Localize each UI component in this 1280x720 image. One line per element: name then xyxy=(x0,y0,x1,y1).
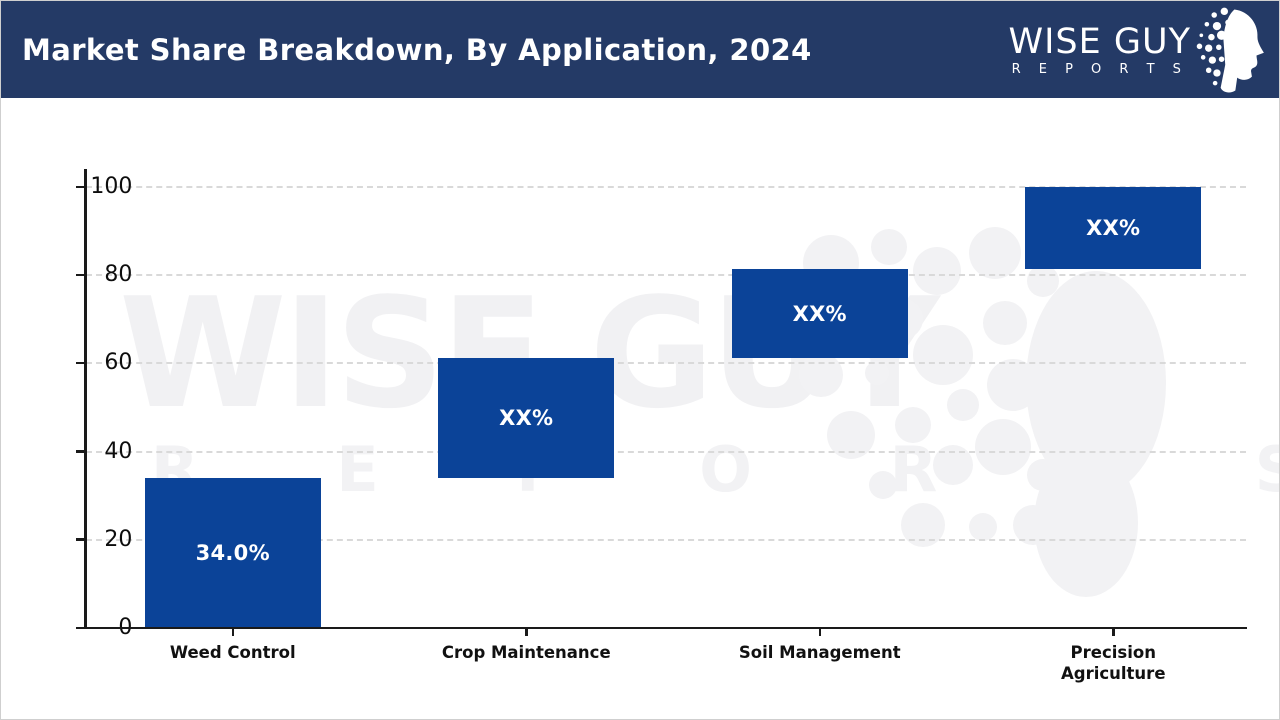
bar-value-label-soil-management: XX% xyxy=(792,301,847,326)
logo-text: WISE GUY R E P O R T S xyxy=(1008,23,1191,77)
bar-crop-maintenance: XX% xyxy=(438,358,615,479)
y-tick-mark-60 xyxy=(76,361,86,365)
logo-wordmark: WISE GUY xyxy=(1008,21,1191,62)
page-title: Market Share Breakdown, By Application, … xyxy=(22,32,812,67)
y-tick-label-100: 100 xyxy=(90,174,133,199)
logo-subtitle: R E P O R T S xyxy=(1011,61,1188,77)
header-bar: Market Share Breakdown, By Application, … xyxy=(1,1,1279,98)
x-category-label-weed-control: Weed Control xyxy=(169,643,296,662)
logo-head-profile-icon xyxy=(1196,7,1264,92)
bar-weed-control: 34.0% xyxy=(144,478,321,628)
x-tick-mark-precision-agriculture xyxy=(1112,628,1115,636)
gridline-80 xyxy=(86,274,1246,277)
bar-value-label-weed-control: 34.0% xyxy=(195,541,270,566)
x-category-label-crop-maintenance: Crop Maintenance xyxy=(441,643,611,662)
bar-value-label-precision-agriculture: XX% xyxy=(1086,216,1141,241)
x-tick-mark-weed-control xyxy=(231,628,235,636)
y-tick-label-40: 40 xyxy=(104,438,133,464)
wise-guy-reports-logo: WISE GUY R E P O R T S xyxy=(1008,3,1271,96)
bar-value-label-crop-maintenance: XX% xyxy=(499,406,554,431)
x-category-label-precision-agriculture: Precision Agriculture xyxy=(1060,643,1166,683)
gridline-40 xyxy=(86,450,1246,453)
x-tick-mark-soil-management xyxy=(818,628,822,636)
bar-soil-management: XX% xyxy=(731,269,908,359)
gridline-20 xyxy=(86,538,1246,541)
y-tick-mark-80 xyxy=(76,273,86,277)
y-tick-mark-0 xyxy=(76,626,86,629)
gridline-60 xyxy=(86,362,1246,365)
gridline-100 xyxy=(86,186,1246,188)
y-tick-mark-20 xyxy=(76,538,86,541)
x-axis-line xyxy=(84,626,1247,629)
y-tick-label-80: 80 xyxy=(104,262,133,288)
y-tick-mark-100 xyxy=(76,185,86,188)
bar-precision-agriculture: XX% xyxy=(1025,187,1202,270)
y-tick-mark-40 xyxy=(76,450,86,453)
x-tick-mark-crop-maintenance xyxy=(525,628,528,636)
y-axis-line xyxy=(84,169,87,629)
y-tick-label-60: 60 xyxy=(104,350,133,376)
x-category-label-soil-management: Soil Management xyxy=(738,643,901,662)
y-tick-label-20: 20 xyxy=(104,526,133,552)
